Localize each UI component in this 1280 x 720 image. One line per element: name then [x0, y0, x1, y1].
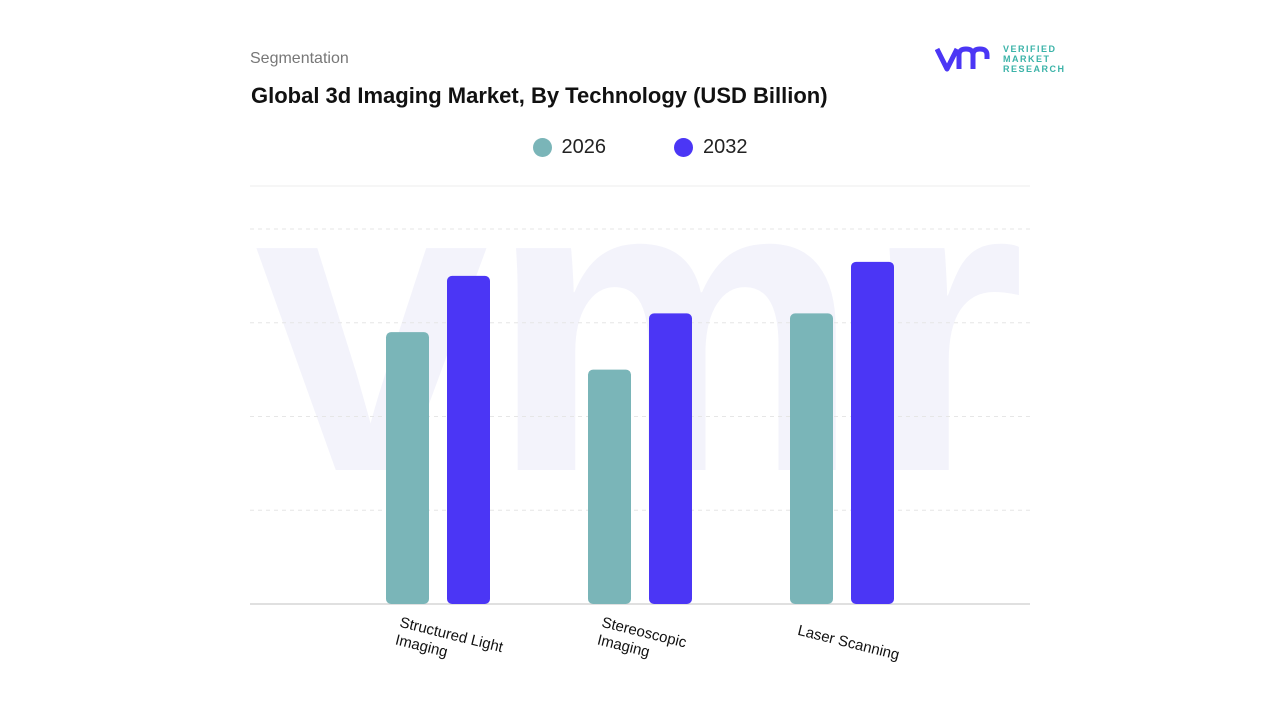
legend-label: 2032	[703, 136, 748, 158]
bar-2026	[386, 332, 429, 604]
x-tick-label: Stereoscopic Imaging	[595, 614, 689, 661]
legend-item-2032[interactable]: 2032	[674, 136, 748, 159]
bar-2032	[851, 261, 894, 604]
x-tick-label: Structured Light Imaging	[393, 614, 505, 661]
logo: VERIFIED MARKET RESEARCH	[935, 44, 1066, 74]
legend-dot	[532, 138, 552, 157]
legend: 2026 2032	[0, 136, 1280, 159]
logo-line: RESEARCH	[1003, 64, 1066, 74]
legend-label: 2026	[561, 136, 607, 158]
vmr-logo-icon	[935, 46, 990, 72]
legend-item-2026[interactable]: 2026	[532, 136, 607, 159]
chart-title: Global 3d Imaging Market, By Technology …	[251, 83, 828, 108]
x-tick-label: Laser Scanning	[795, 622, 902, 664]
bar-2032	[649, 313, 692, 604]
watermark: vmr	[255, 91, 1025, 560]
bar-2032	[447, 275, 490, 604]
logo-line: MARKET	[1003, 54, 1051, 64]
bar-2026	[790, 313, 833, 604]
legend-dot	[674, 138, 693, 157]
bar-2026	[588, 369, 631, 604]
segment-label: Segmentation	[250, 50, 349, 67]
logo-line: VERIFIED	[1003, 44, 1057, 54]
